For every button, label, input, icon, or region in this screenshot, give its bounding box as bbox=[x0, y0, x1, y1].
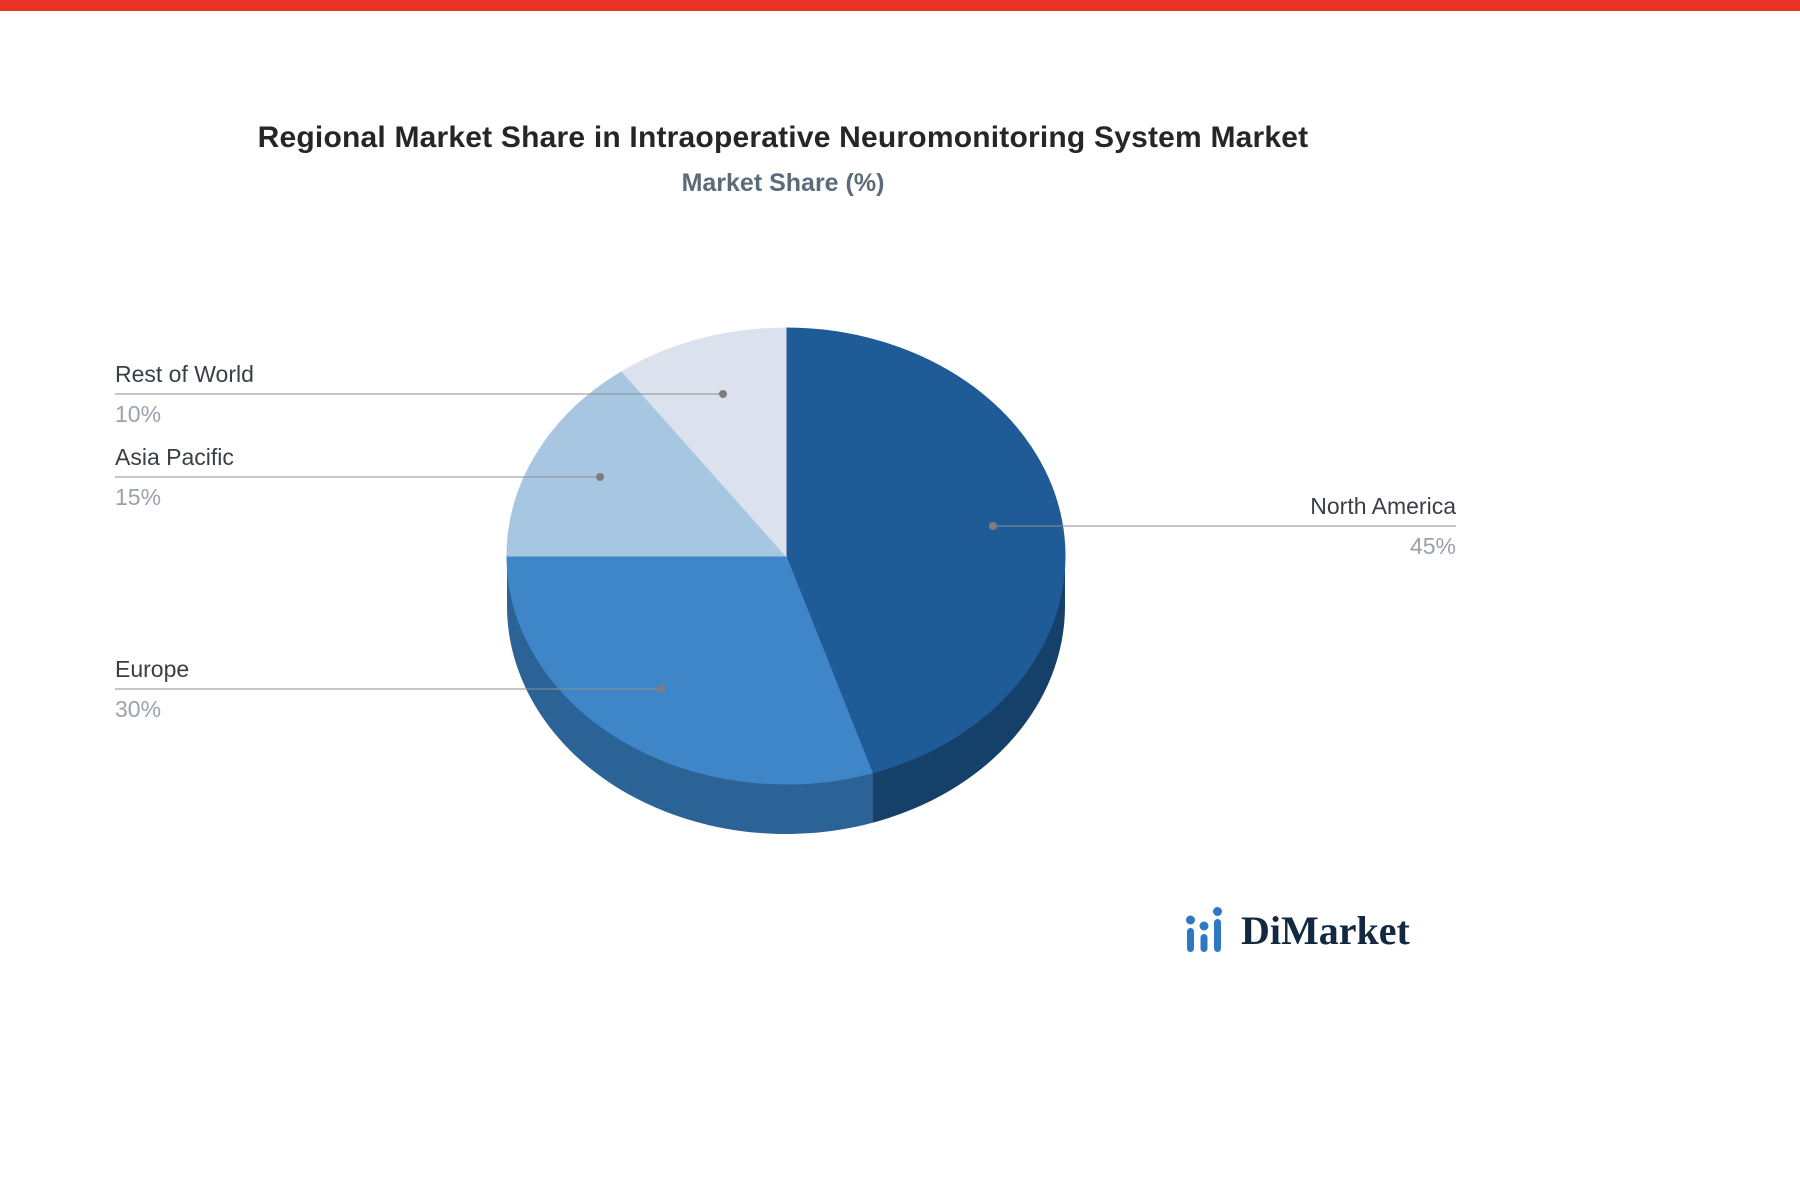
slice-label-rest-of-world: Rest of World bbox=[115, 361, 254, 387]
pie-slice-rest-of-world bbox=[621, 327, 787, 558]
brand-logo: DiMarket bbox=[1185, 906, 1410, 954]
chart-subtitle: Market Share (%) bbox=[681, 169, 885, 197]
leader-dot-rest-of-world bbox=[719, 390, 727, 398]
slice-percent-europe: 30% bbox=[115, 696, 162, 722]
chart-title: Regional Market Share in Intraoperative … bbox=[257, 121, 1309, 154]
pie-slice-side-europe bbox=[507, 556, 873, 835]
slice-percent-asia-pacific: 15% bbox=[115, 484, 162, 510]
slice-percent-rest-of-world: 10% bbox=[115, 401, 162, 427]
leader-dot-north-america bbox=[989, 522, 997, 530]
slice-label-asia-pacific: Asia Pacific bbox=[115, 444, 234, 470]
bar-chart-icon bbox=[1186, 907, 1222, 952]
slice-label-europe: Europe bbox=[115, 656, 190, 682]
leader-dot-europe bbox=[657, 685, 665, 693]
slice-label-north-america: North America bbox=[1310, 493, 1456, 519]
top-accent-bar bbox=[0, 0, 1800, 11]
brand-name: DiMarket bbox=[1241, 907, 1410, 953]
pie-slice-asia-pacific bbox=[506, 370, 788, 557]
pie-slice-north-america bbox=[785, 327, 1066, 774]
leader-dot-asia-pacific bbox=[596, 473, 604, 481]
slice-percent-north-america: 45% bbox=[1409, 533, 1456, 559]
pie-slice-europe bbox=[506, 555, 873, 785]
